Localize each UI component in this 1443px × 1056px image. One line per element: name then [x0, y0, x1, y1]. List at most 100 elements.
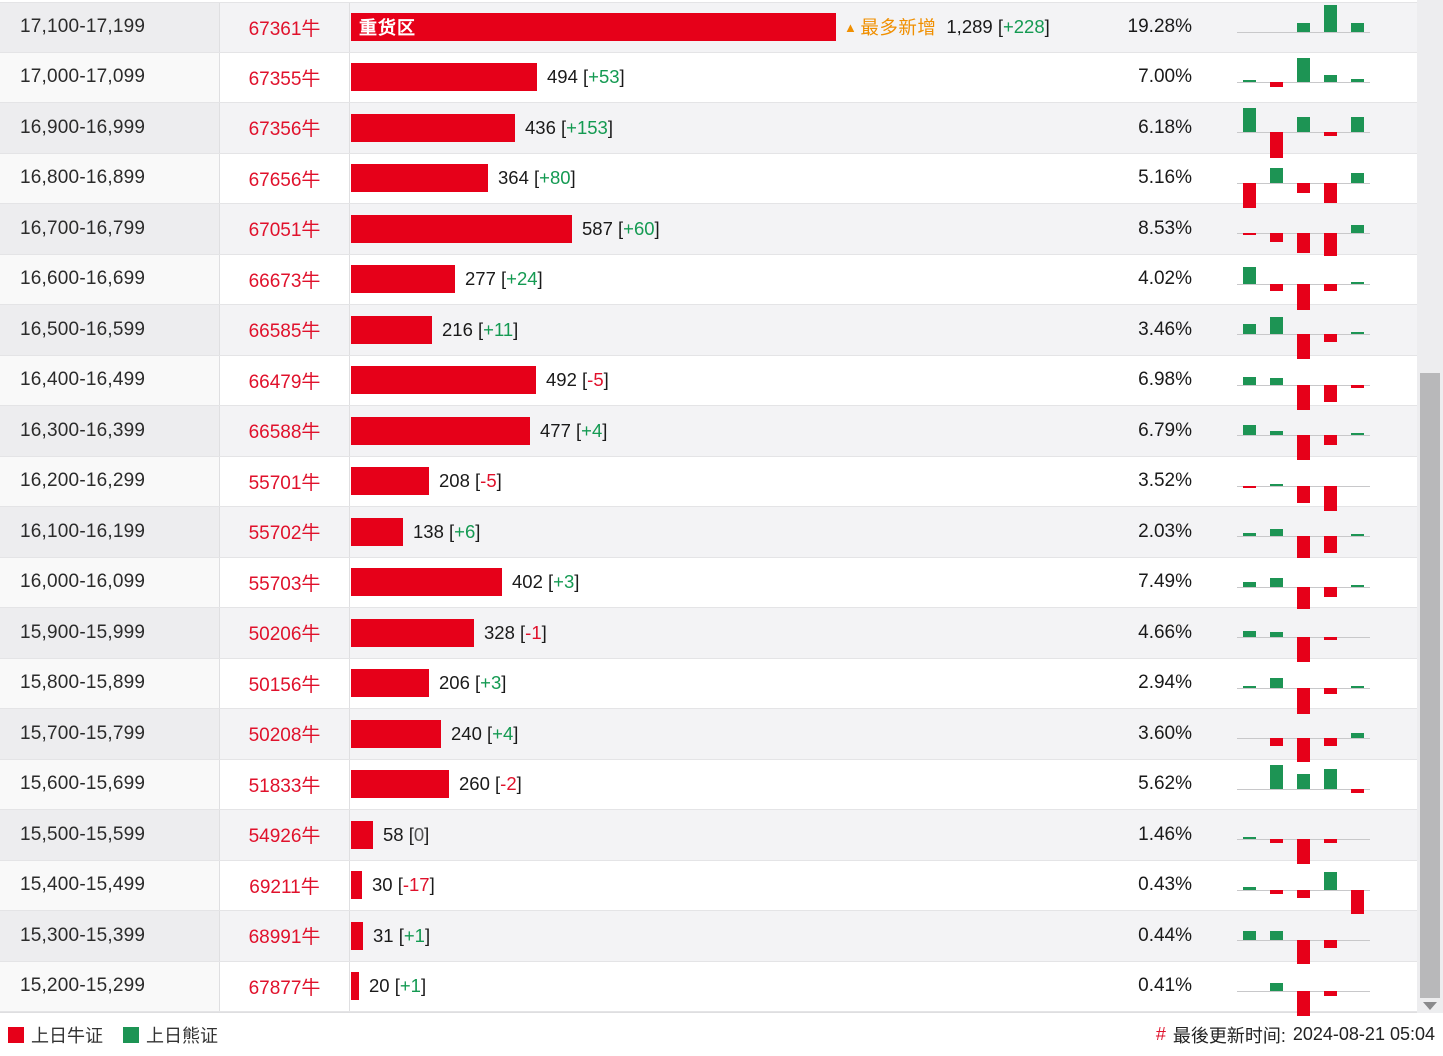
spark-bar-bull: [1297, 384, 1310, 410]
scrollbar-track[interactable]: [1417, 0, 1443, 1013]
spark-bar-bull: [1324, 283, 1337, 291]
cert-code-link[interactable]: 55701牛: [220, 456, 350, 506]
cert-code-link[interactable]: 50208牛: [220, 709, 350, 759]
percentage-cell: 19.28%: [1127, 16, 1192, 38]
bar-zone: ▲最多新增 208 [-5]: [350, 457, 1085, 507]
spark-bar-bear: [1243, 533, 1256, 536]
spark-bar-bear: [1351, 172, 1364, 183]
spark-bar-bear: [1270, 577, 1283, 587]
cert-code-link[interactable]: 54926牛: [220, 810, 350, 860]
spark-bar-bear: [1351, 433, 1364, 435]
cert-code-link[interactable]: 66673牛: [220, 254, 350, 304]
percentage-cell: 0.41%: [1138, 975, 1192, 997]
bar-zone: ▲最多新增 277 [+24]: [350, 255, 1085, 305]
bar-zone: ▲最多新增 216 [+11]: [350, 305, 1085, 355]
cert-code-link[interactable]: 67356牛: [220, 103, 350, 153]
spark-bar-bear: [1351, 23, 1364, 32]
value-label: 260 [-2]: [459, 773, 522, 795]
table-row: 15,400-15,499 69211牛 ▲最多新增 30 [-17] 0.43…: [0, 860, 1443, 914]
value-label: 31 [+1]: [373, 924, 431, 946]
outstanding-volume-bar: [351, 517, 403, 546]
spark-bar-bull: [1324, 940, 1337, 948]
cert-code-link[interactable]: 68991牛: [220, 911, 350, 961]
cert-code-link[interactable]: 66585牛: [220, 305, 350, 355]
delta-text: +153: [566, 116, 608, 138]
cert-code-link[interactable]: 67361牛: [220, 3, 350, 52]
most-new-label: 最多新增: [860, 17, 937, 39]
value-label: 494 [+53]: [547, 66, 625, 88]
cert-code-link[interactable]: 67877牛: [220, 961, 350, 1011]
sparkline-cell: [1192, 608, 1443, 662]
bar-zone: ▲最多新增 31 [+1]: [350, 911, 1085, 961]
value-text: 208: [439, 470, 470, 492]
delta-text: +60: [623, 217, 655, 239]
cert-code-link[interactable]: 51833牛: [220, 759, 350, 809]
value-text: 436: [525, 116, 556, 138]
sparkline-cell: [1192, 3, 1443, 52]
sparkline-chart: [1237, 810, 1370, 864]
spark-bar-bull: [1324, 485, 1337, 511]
spark-bar-bull: [1297, 839, 1310, 864]
table-row: 16,300-16,399 66588牛 ▲最多新增 477 [+4] 6.79…: [0, 406, 1443, 460]
cert-code-link[interactable]: 55702牛: [220, 507, 350, 557]
sparkline-cell: [1192, 305, 1443, 359]
most-new-badge: ▲ 最多新增: [844, 14, 936, 40]
value-text: 20: [369, 975, 390, 997]
cert-code-link[interactable]: 69211牛: [220, 860, 350, 910]
spark-bar-bear: [1270, 931, 1283, 940]
value-label: 1,289 [+228]: [946, 16, 1050, 38]
spark-bar-bull: [1324, 586, 1337, 597]
sparkline-chart: [1237, 305, 1370, 359]
cert-code-link[interactable]: 50206牛: [220, 608, 350, 658]
table-row: 16,900-16,999 67356牛 ▲最多新增 436 [+153] 6.…: [0, 103, 1443, 158]
sparkline-baseline: [1237, 788, 1370, 790]
spark-bar-bear: [1351, 584, 1364, 587]
sparkline-chart: [1237, 861, 1370, 914]
cert-code-link[interactable]: 66479牛: [220, 355, 350, 405]
spark-bar-bull: [1351, 384, 1364, 388]
sparkline-cell: [1192, 861, 1443, 914]
value-text: 587: [582, 217, 613, 239]
cert-code-link[interactable]: 50156牛: [220, 658, 350, 708]
spark-bar-bull: [1324, 839, 1337, 843]
spark-bar-bull: [1324, 990, 1337, 996]
table-row: 16,000-16,099 55703牛 ▲最多新增 402 [+3] 7.49…: [0, 557, 1443, 609]
price-range-cell: 16,700-16,799: [0, 204, 220, 254]
outstanding-volume-bar: [351, 770, 449, 799]
sparkline-cell: [1192, 154, 1443, 208]
value-label: 364 [+80]: [498, 167, 576, 189]
scroll-down-arrow-icon[interactable]: [1423, 1002, 1437, 1010]
cert-code-link[interactable]: 66588牛: [220, 406, 350, 456]
sparkline-chart: [1237, 709, 1370, 762]
spark-bar-bull: [1324, 536, 1337, 553]
delta-text: 0: [413, 823, 425, 845]
bear-legend-swatch-icon: [123, 1026, 139, 1043]
sparkline-chart: [1237, 53, 1370, 103]
price-range-cell: 16,500-16,599: [0, 305, 220, 355]
spark-bar-bull: [1270, 81, 1283, 87]
value-text: 31: [373, 924, 394, 946]
delta-text: -1: [525, 621, 542, 643]
bull-legend-swatch-icon: [8, 1026, 24, 1043]
cert-code-link[interactable]: 67355牛: [220, 52, 350, 102]
spark-bar-bull: [1297, 738, 1310, 762]
price-range-cell: 15,200-15,299: [0, 961, 220, 1011]
price-range-cell: 16,400-16,499: [0, 355, 220, 405]
cert-code-link[interactable]: 67656牛: [220, 153, 350, 203]
price-range-cell: 15,300-15,399: [0, 911, 220, 961]
price-range-cell: 16,600-16,699: [0, 254, 220, 304]
spark-bar-bear: [1270, 431, 1283, 435]
spark-bar-bear: [1243, 108, 1256, 132]
cert-code-link[interactable]: 67051牛: [220, 204, 350, 254]
outstanding-volume-bar: [351, 568, 502, 597]
sparkline-cell: [1192, 810, 1443, 864]
value-label: 277 [+24]: [465, 268, 543, 290]
spark-bar-bear: [1351, 225, 1364, 233]
spark-bar-bear: [1243, 886, 1256, 890]
legend-item-bear: 上日熊证: [123, 1022, 218, 1048]
scrollbar-thumb[interactable]: [1420, 373, 1440, 998]
percentage-cell: 5.16%: [1138, 167, 1192, 189]
legend-item-bull: 上日牛证: [8, 1022, 103, 1048]
spark-bar-bull: [1324, 687, 1337, 694]
cert-code-link[interactable]: 55703牛: [220, 557, 350, 607]
